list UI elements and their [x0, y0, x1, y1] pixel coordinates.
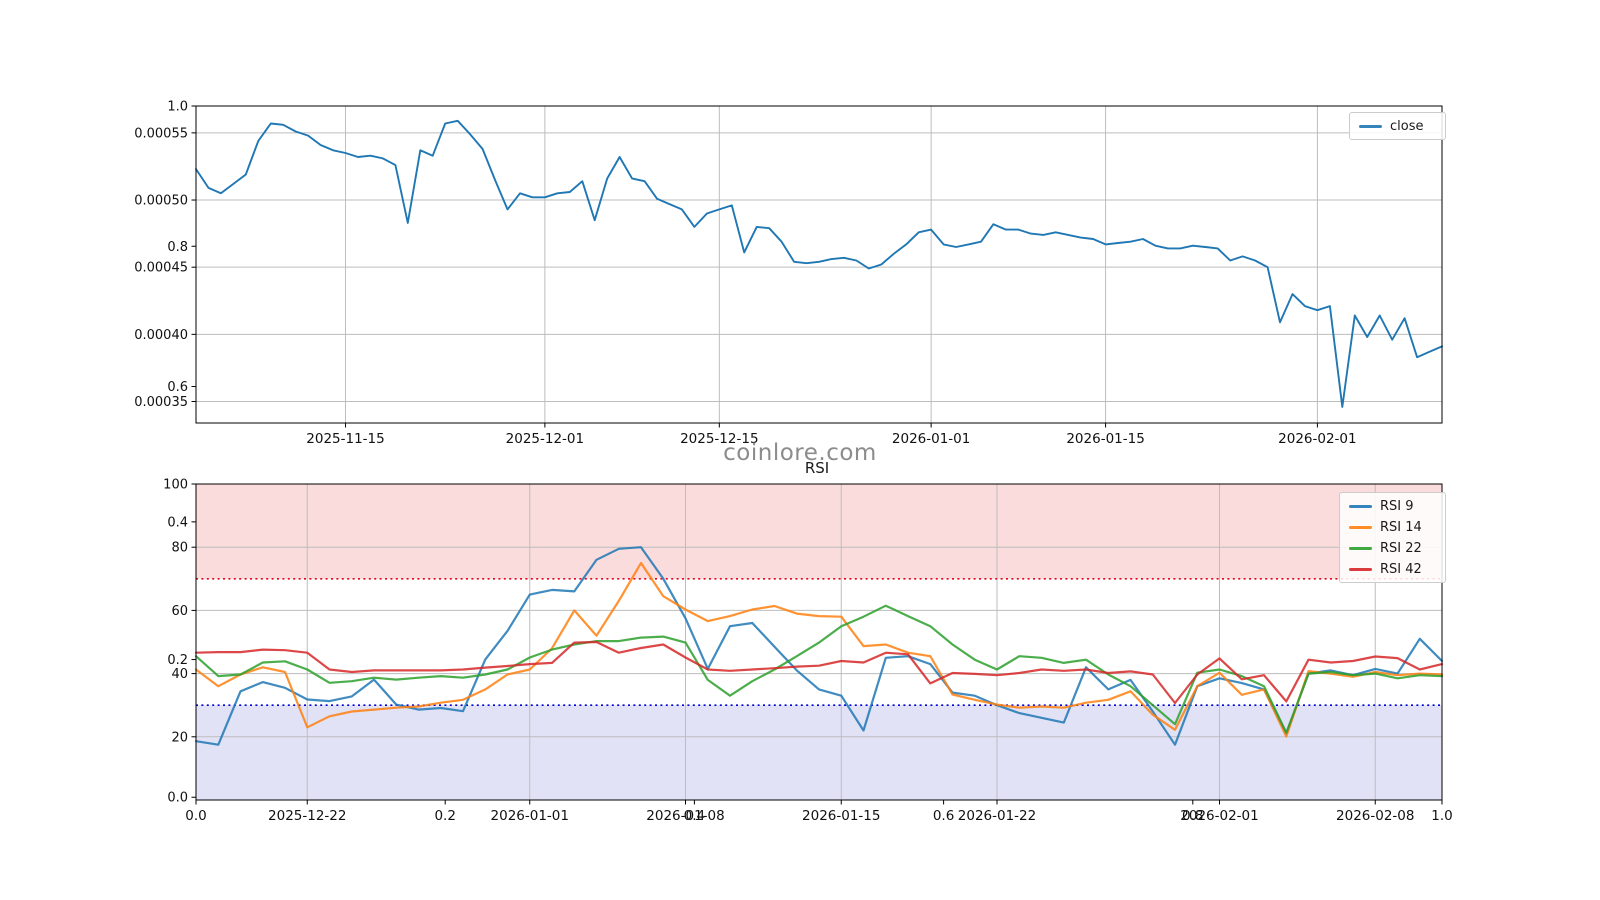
y-tick-label: 0.00055 [134, 126, 188, 141]
secondary-x-tick-label: 0.0 [185, 808, 206, 824]
secondary-x-tick-label: 0.6 [933, 808, 954, 824]
legend-label-rsi-9: RSI 9 [1380, 498, 1414, 514]
price-legend: close [1349, 112, 1446, 140]
y-tick-label: 0.00045 [134, 261, 188, 276]
series-line-rsi-14 [194, 561, 1444, 738]
legend-swatch-rsi-42 [1349, 567, 1372, 571]
secondary-x-tick-label: 0.4 [684, 808, 705, 824]
y-tick-label: 80 [171, 541, 188, 556]
secondary-y-tick-label: 1.0 [167, 100, 188, 115]
legend-label-close: close [1390, 118, 1424, 134]
axes-border [195, 105, 1443, 424]
axes-border [195, 483, 1443, 801]
secondary-x-tick-label: 0.2 [434, 808, 455, 824]
secondary-y-tick-label: 0.0 [167, 791, 188, 806]
series-line-close [195, 119, 1443, 408]
y-tick-label: 0.00050 [134, 194, 188, 209]
legend-swatch-close [1359, 124, 1382, 128]
x-tick-label: 2026-01-01 [892, 431, 970, 447]
band-overbought [196, 484, 1442, 579]
secondary-y-tick-label: 0.4 [167, 515, 188, 530]
secondary-y-tick-label: 0.2 [167, 653, 188, 668]
legend-item-rsi-22: RSI 22 [1349, 539, 1435, 557]
rsi-chart-title: RSI [804, 459, 830, 477]
rsi-legend: RSI 9 RSI 14 RSI 22 RSI 42 [1339, 492, 1446, 583]
legend-swatch-rsi-22 [1349, 546, 1372, 550]
x-tick-label: 2026-01-08 [646, 808, 724, 824]
x-tick-label: 2026-01-22 [958, 808, 1036, 824]
y-tick-label: 0.00040 [134, 328, 188, 343]
y-tick-label: 20 [171, 730, 188, 745]
x-tick-label: 2026-02-08 [1336, 808, 1414, 824]
legend-item-rsi-9: RSI 9 [1349, 497, 1435, 515]
legend-swatch-rsi-14 [1349, 525, 1372, 529]
secondary-y-tick-label: 0.8 [167, 240, 188, 255]
x-tick-label: 2025-12-22 [268, 808, 346, 824]
secondary-x-tick-label: 1.0 [1431, 808, 1452, 824]
legend-label-rsi-42: RSI 42 [1380, 561, 1422, 577]
y-tick-label: 100 [163, 478, 188, 493]
legend-swatch-rsi-9 [1349, 504, 1372, 508]
x-tick-label: 2026-01-01 [491, 808, 569, 824]
secondary-y-tick-label: 0.6 [167, 380, 188, 395]
x-tick-label: 2026-01-15 [1066, 431, 1144, 447]
legend-item-close: close [1359, 117, 1435, 135]
watermark: coinlore.com [723, 440, 877, 466]
legend-item-rsi-42: RSI 42 [1349, 560, 1435, 578]
y-tick-label: 0.00035 [134, 395, 188, 410]
y-tick-label: 40 [171, 667, 188, 682]
x-tick-label: 2026-02-01 [1278, 431, 1356, 447]
secondary-x-tick-label: 0.8 [1182, 808, 1203, 824]
series-line-rsi-22 [194, 604, 1444, 734]
x-tick-label: 2025-12-01 [506, 431, 584, 447]
x-tick-label: 2026-01-15 [802, 808, 880, 824]
legend-item-rsi-14: RSI 14 [1349, 518, 1435, 536]
legend-label-rsi-22: RSI 22 [1380, 540, 1422, 556]
x-tick-label: 2026-02-01 [1180, 808, 1258, 824]
series-line-rsi-42 [194, 640, 1444, 705]
x-tick-label: 2025-12-15 [680, 431, 758, 447]
band-oversold [196, 705, 1442, 800]
y-tick-label: 60 [171, 604, 188, 619]
legend-label-rsi-14: RSI 14 [1380, 519, 1422, 535]
x-tick-label: 2025-11-15 [306, 431, 384, 447]
